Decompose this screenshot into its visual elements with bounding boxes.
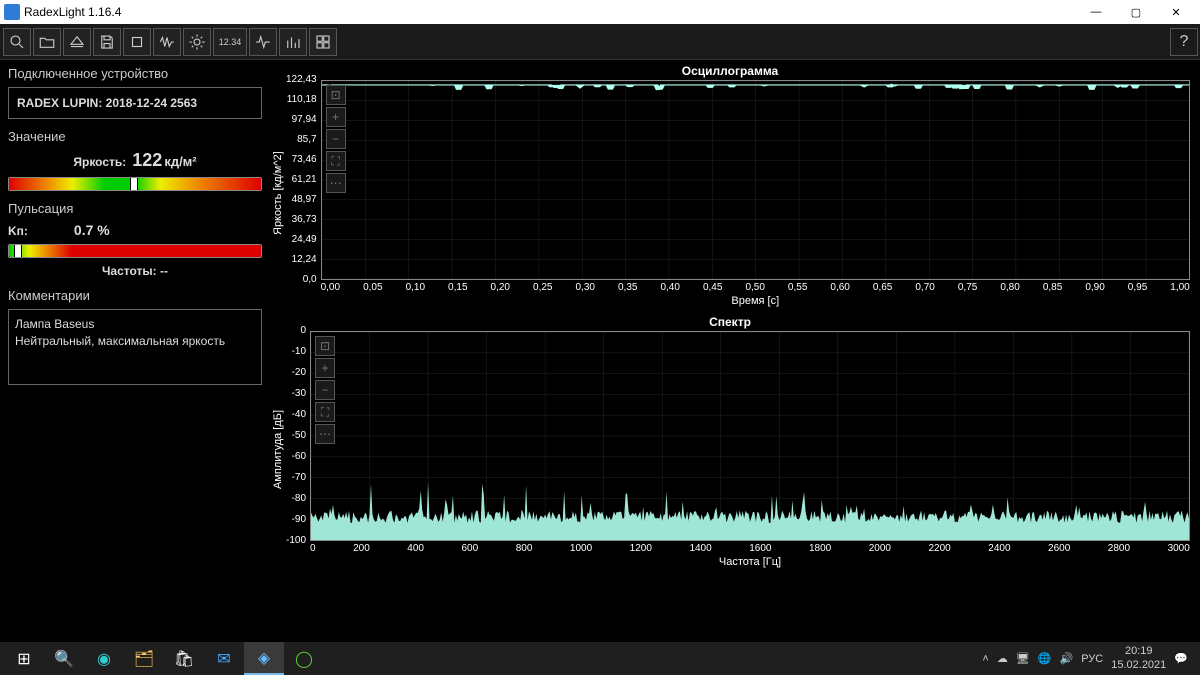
app-icon [4,4,20,20]
oscillogram-chart: Осциллограмма Яркость [кд/м^2] 122,43110… [270,64,1190,307]
tool-bars-icon[interactable] [279,28,307,56]
kp-label: Kп: [8,224,28,238]
value-section-title: Значение [8,129,262,144]
chart1-xlabel: Время [с] [321,295,1190,307]
zoom-out-icon[interactable]: − [326,129,346,149]
kp-value: 0.7 % [74,222,110,238]
system-tray[interactable]: ˄ ☁ 🖥 🌐 🔊 РУС 20:19 15.02.2021 💬 [982,645,1196,671]
comment-box[interactable]: Лампа Baseus Нейтральный, максимальная я… [8,309,262,385]
chart2-xlabel: Частота [Гц] [310,556,1190,568]
tool-display-icon[interactable]: 12.34 [213,28,247,56]
tray-onedrive-icon[interactable]: ☁ [997,652,1008,665]
toolbar: 12.34 ? [0,24,1200,60]
tool-stop-icon[interactable] [123,28,151,56]
tray-lang[interactable]: РУС [1081,653,1103,665]
expand-icon[interactable]: ⛶ [326,151,346,171]
device-section-title: Подключенное устройство [8,66,262,81]
chart2-controls: ⊡ + − ⛶ ⋯ [315,336,335,444]
tool-layout-icon[interactable] [309,28,337,56]
help-button[interactable]: ? [1170,28,1198,56]
taskbar-app-icon[interactable]: ◈ [244,642,284,675]
taskbar-store-icon[interactable]: 🛍 [164,642,204,675]
brightness-label: Яркость: [73,155,126,169]
freq-label: Частоты: [102,264,157,278]
taskbar-mail-icon[interactable]: ✉ [204,642,244,675]
tray-clock[interactable]: 20:19 15.02.2021 [1111,645,1166,671]
start-button[interactable]: ⊞ [4,642,44,675]
tool-eject-icon[interactable] [63,28,91,56]
freq-row: Частоты: -- [8,264,262,278]
chart1-title: Осциллограмма [270,64,1190,78]
charts-area: Осциллограмма Яркость [кд/м^2] 122,43110… [270,60,1200,642]
tool-search-icon[interactable] [3,28,31,56]
zoom-in-icon[interactable]: + [315,358,335,378]
pulsation-bar [8,244,262,258]
taskbar-search-icon[interactable]: 🔍 [44,642,84,675]
tray-display-icon[interactable]: 🖥 [1016,652,1030,665]
main-content: Подключенное устройство RADEX LUPIN: 201… [0,60,1200,642]
sidebar: Подключенное устройство RADEX LUPIN: 201… [0,60,270,642]
comments-section-title: Комментарии [8,288,262,303]
comment-line: Нейтральный, максимальная яркость [15,333,255,350]
tool-open-icon[interactable] [33,28,61,56]
chart2-yticks: 0-10-20-30-40-50-60-70-80-90-100 [286,331,310,541]
tray-network-icon[interactable]: 🌐 [1038,652,1052,665]
taskbar-edge-icon[interactable]: ◉ [84,642,124,675]
pulsation-marker [14,244,22,258]
tray-date: 15.02.2021 [1111,659,1166,672]
brightness-unit: кд/м² [164,154,196,169]
window-title: RadexLight 1.16.4 [24,5,121,19]
pulsation-section-title: Пульсация [8,201,262,216]
close-button[interactable]: ✕ [1156,0,1196,24]
zoom-out-icon[interactable]: − [315,380,335,400]
chart2-ylabel: Амплитуда [дБ] [270,331,286,568]
tray-notifications-icon[interactable]: 💬 [1174,652,1188,665]
chart2-xticks: 0200400600800100012001400160018002000220… [310,541,1190,554]
brightness-bar [8,177,262,191]
tool-wave-icon[interactable] [153,28,181,56]
zoom-in-icon[interactable]: + [326,107,346,127]
settings-icon[interactable]: ⋯ [326,173,346,193]
settings-icon[interactable]: ⋯ [315,424,335,444]
zoom-reset-icon[interactable]: ⊡ [315,336,335,356]
taskbar-utorrent-icon[interactable]: ◯ [284,642,324,675]
minimize-button[interactable]: — [1076,0,1116,24]
brightness-value: 122 [132,150,162,171]
zoom-reset-icon[interactable]: ⊡ [326,85,346,105]
chart2-plot[interactable]: ⊡ + − ⛶ ⋯ [310,331,1190,541]
comment-line: Лампа Baseus [15,316,255,333]
spectrum-chart: Спектр Амплитуда [дБ] 0-10-20-30-40-50-6… [270,315,1190,568]
tray-volume-icon[interactable]: 🔊 [1060,652,1074,665]
expand-icon[interactable]: ⛶ [315,402,335,422]
chart1-yticks: 122,43110,1897,9485,773,4661,2148,9736,7… [286,80,321,280]
tool-pulse-icon[interactable] [249,28,277,56]
tool-sun-icon[interactable] [183,28,211,56]
tray-time: 20:19 [1111,645,1166,658]
maximize-button[interactable]: ▢ [1116,0,1156,24]
freq-value: -- [160,264,168,278]
tool-save-icon[interactable] [93,28,121,56]
device-name: RADEX LUPIN: 2018-12-24 2563 [8,87,262,119]
taskbar: ⊞ 🔍 ◉ 🗂 🛍 ✉ ◈ ◯ ˄ ☁ 🖥 🌐 🔊 РУС 20:19 15.0… [0,642,1200,675]
taskbar-explorer-icon[interactable]: 🗂 [124,642,164,675]
tray-chevron-icon[interactable]: ˄ [982,653,988,665]
brightness-marker [130,177,138,191]
chart1-controls: ⊡ + − ⛶ ⋯ [326,85,346,193]
chart2-title: Спектр [270,315,1190,329]
chart1-xticks: 0,000,050,100,150,200,250,300,350,400,45… [321,280,1190,293]
titlebar: RadexLight 1.16.4 — ▢ ✕ [0,0,1200,24]
chart1-plot[interactable]: ⊡ + − ⛶ ⋯ [321,80,1190,280]
chart1-ylabel: Яркость [кд/м^2] [270,80,286,307]
